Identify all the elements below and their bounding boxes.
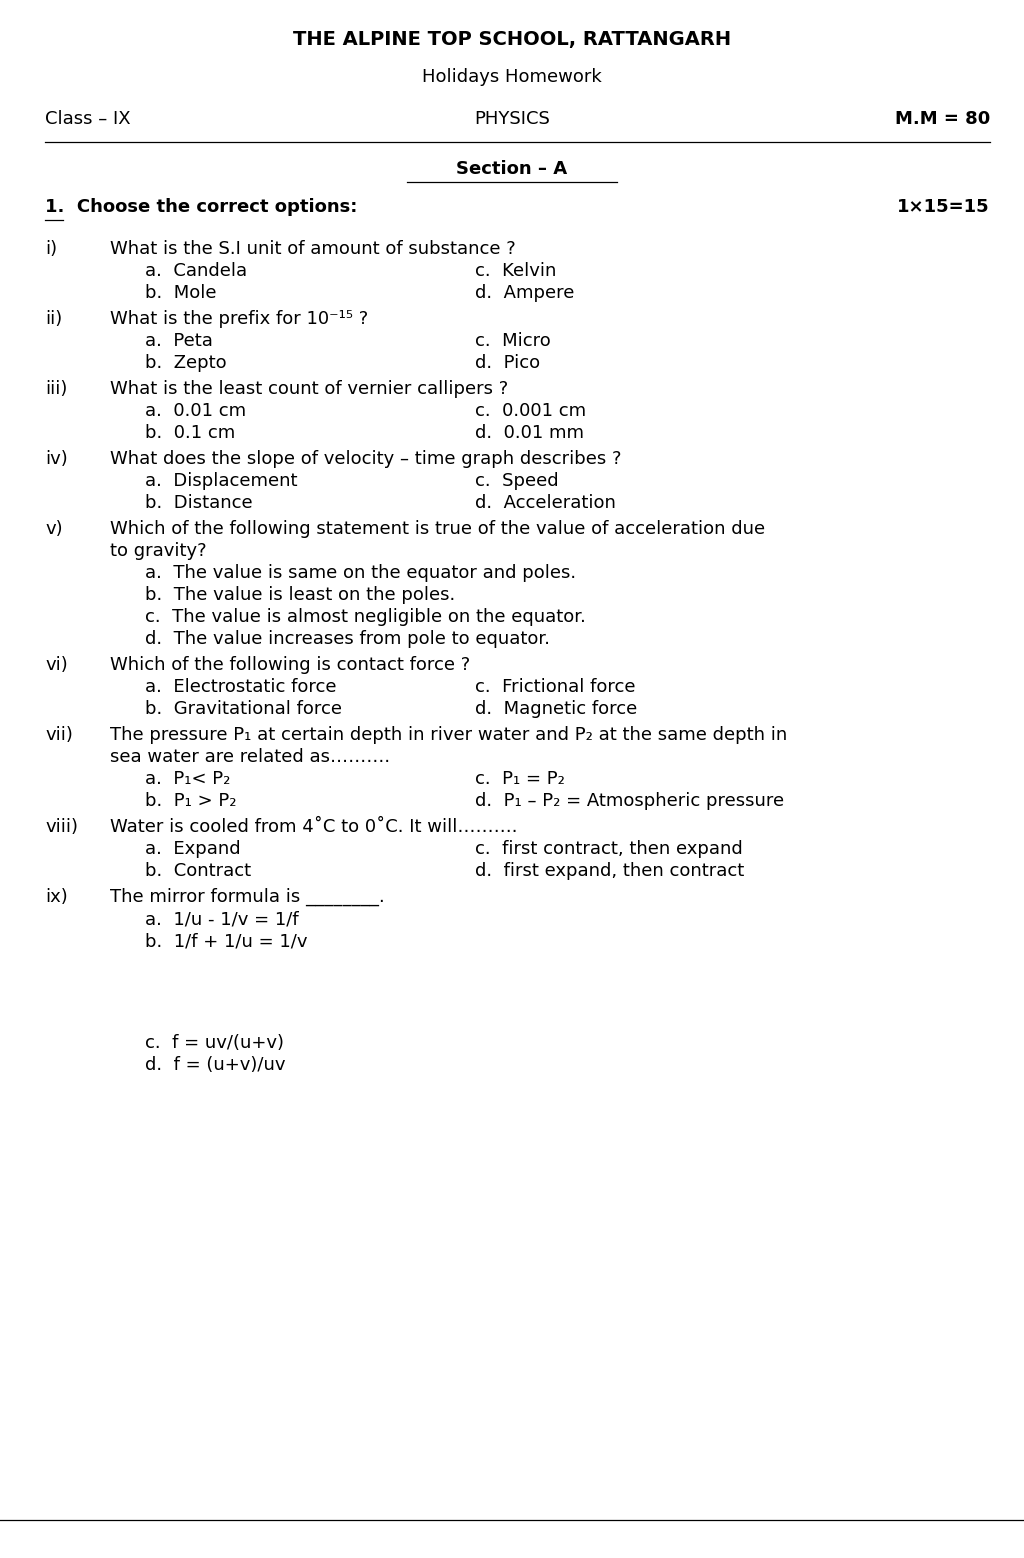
Text: What does the slope of velocity – time graph describes ?: What does the slope of velocity – time g…	[110, 450, 622, 467]
Text: d.  first expand, then contract: d. first expand, then contract	[475, 862, 744, 880]
Text: b.  P₁ > P₂: b. P₁ > P₂	[145, 791, 237, 810]
Text: v): v)	[45, 520, 62, 538]
Text: b.  0.1 cm: b. 0.1 cm	[145, 424, 236, 442]
Text: Water is cooled from 4˚C to 0˚C. It will……….: Water is cooled from 4˚C to 0˚C. It will…	[110, 818, 517, 837]
Text: a.  Expand: a. Expand	[145, 840, 241, 858]
Text: vi): vi)	[45, 656, 68, 675]
Text: What is the S.I unit of amount of substance ?: What is the S.I unit of amount of substa…	[110, 240, 516, 259]
Text: c.  Micro: c. Micro	[475, 332, 551, 351]
Text: c.  The value is almost negligible on the equator.: c. The value is almost negligible on the…	[145, 608, 586, 626]
Text: i): i)	[45, 240, 57, 259]
Text: c.  first contract, then expand: c. first contract, then expand	[475, 840, 742, 858]
Text: PHYSICS: PHYSICS	[474, 111, 550, 128]
Text: d.  Ampere: d. Ampere	[475, 284, 574, 302]
Text: Which of the following is contact force ?: Which of the following is contact force …	[110, 656, 470, 675]
Text: b.  Mole: b. Mole	[145, 284, 216, 302]
Text: The pressure P₁ at certain depth in river water and P₂ at the same depth in: The pressure P₁ at certain depth in rive…	[110, 726, 787, 745]
Text: d.  Magnetic force: d. Magnetic force	[475, 700, 637, 718]
Text: b.  Zepto: b. Zepto	[145, 354, 226, 372]
Text: ii): ii)	[45, 310, 62, 329]
Text: c.  P₁ = P₂: c. P₁ = P₂	[475, 770, 565, 788]
Text: Section – A: Section – A	[457, 160, 567, 178]
Text: d.  The value increases from pole to equator.: d. The value increases from pole to equa…	[145, 629, 550, 648]
Text: a.  0.01 cm: a. 0.01 cm	[145, 402, 246, 421]
Text: M.M = 80: M.M = 80	[895, 111, 990, 128]
Text: THE ALPINE TOP SCHOOL, RATTANGARH: THE ALPINE TOP SCHOOL, RATTANGARH	[293, 30, 731, 48]
Text: d.  Acceleration: d. Acceleration	[475, 494, 615, 513]
Text: b.  Distance: b. Distance	[145, 494, 253, 513]
Text: b.  Gravitational force: b. Gravitational force	[145, 700, 342, 718]
Text: d.  P₁ – P₂ = Atmospheric pressure: d. P₁ – P₂ = Atmospheric pressure	[475, 791, 784, 810]
Text: a.  Displacement: a. Displacement	[145, 472, 298, 491]
Text: vii): vii)	[45, 726, 73, 745]
Text: iii): iii)	[45, 380, 68, 397]
Text: c.  Speed: c. Speed	[475, 472, 559, 491]
Text: d.  f = (u+v)/uv: d. f = (u+v)/uv	[145, 1056, 286, 1073]
Text: a.  Electrostatic force: a. Electrostatic force	[145, 678, 337, 696]
Text: a.  P₁< P₂: a. P₁< P₂	[145, 770, 230, 788]
Text: ix): ix)	[45, 888, 68, 907]
Text: 1×15=15: 1×15=15	[897, 198, 990, 217]
Text: What is the prefix for 10⁻¹⁵ ?: What is the prefix for 10⁻¹⁵ ?	[110, 310, 369, 329]
Text: d.  Pico: d. Pico	[475, 354, 540, 372]
Text: to gravity?: to gravity?	[110, 542, 207, 559]
Text: a.  The value is same on the equator and poles.: a. The value is same on the equator and …	[145, 564, 577, 583]
Text: c.  Frictional force: c. Frictional force	[475, 678, 636, 696]
Text: a.  Peta: a. Peta	[145, 332, 213, 351]
Text: viii): viii)	[45, 818, 78, 837]
Text: b.  The value is least on the poles.: b. The value is least on the poles.	[145, 586, 456, 605]
Text: iv): iv)	[45, 450, 68, 467]
Text: c.  0.001 cm: c. 0.001 cm	[475, 402, 586, 421]
Text: Class – IX: Class – IX	[45, 111, 131, 128]
Text: a.  Candela: a. Candela	[145, 262, 247, 280]
Text: 1.  Choose the correct options:: 1. Choose the correct options:	[45, 198, 357, 217]
Text: a.  1/u - 1/v = 1/f: a. 1/u - 1/v = 1/f	[145, 910, 299, 929]
Text: What is the least count of vernier callipers ?: What is the least count of vernier calli…	[110, 380, 508, 397]
Text: c.  Kelvin: c. Kelvin	[475, 262, 556, 280]
Text: Which of the following statement is true of the value of acceleration due: Which of the following statement is true…	[110, 520, 765, 538]
Text: d.  0.01 mm: d. 0.01 mm	[475, 424, 584, 442]
Text: b.  1/f + 1/u = 1/v: b. 1/f + 1/u = 1/v	[145, 932, 307, 950]
Text: Holidays Homework: Holidays Homework	[422, 69, 602, 86]
Text: The mirror formula is ________.: The mirror formula is ________.	[110, 888, 385, 907]
Text: c.  f = uv/(u+v): c. f = uv/(u+v)	[145, 1035, 284, 1052]
Text: sea water are related as……….: sea water are related as……….	[110, 748, 390, 767]
Text: b.  Contract: b. Contract	[145, 862, 251, 880]
